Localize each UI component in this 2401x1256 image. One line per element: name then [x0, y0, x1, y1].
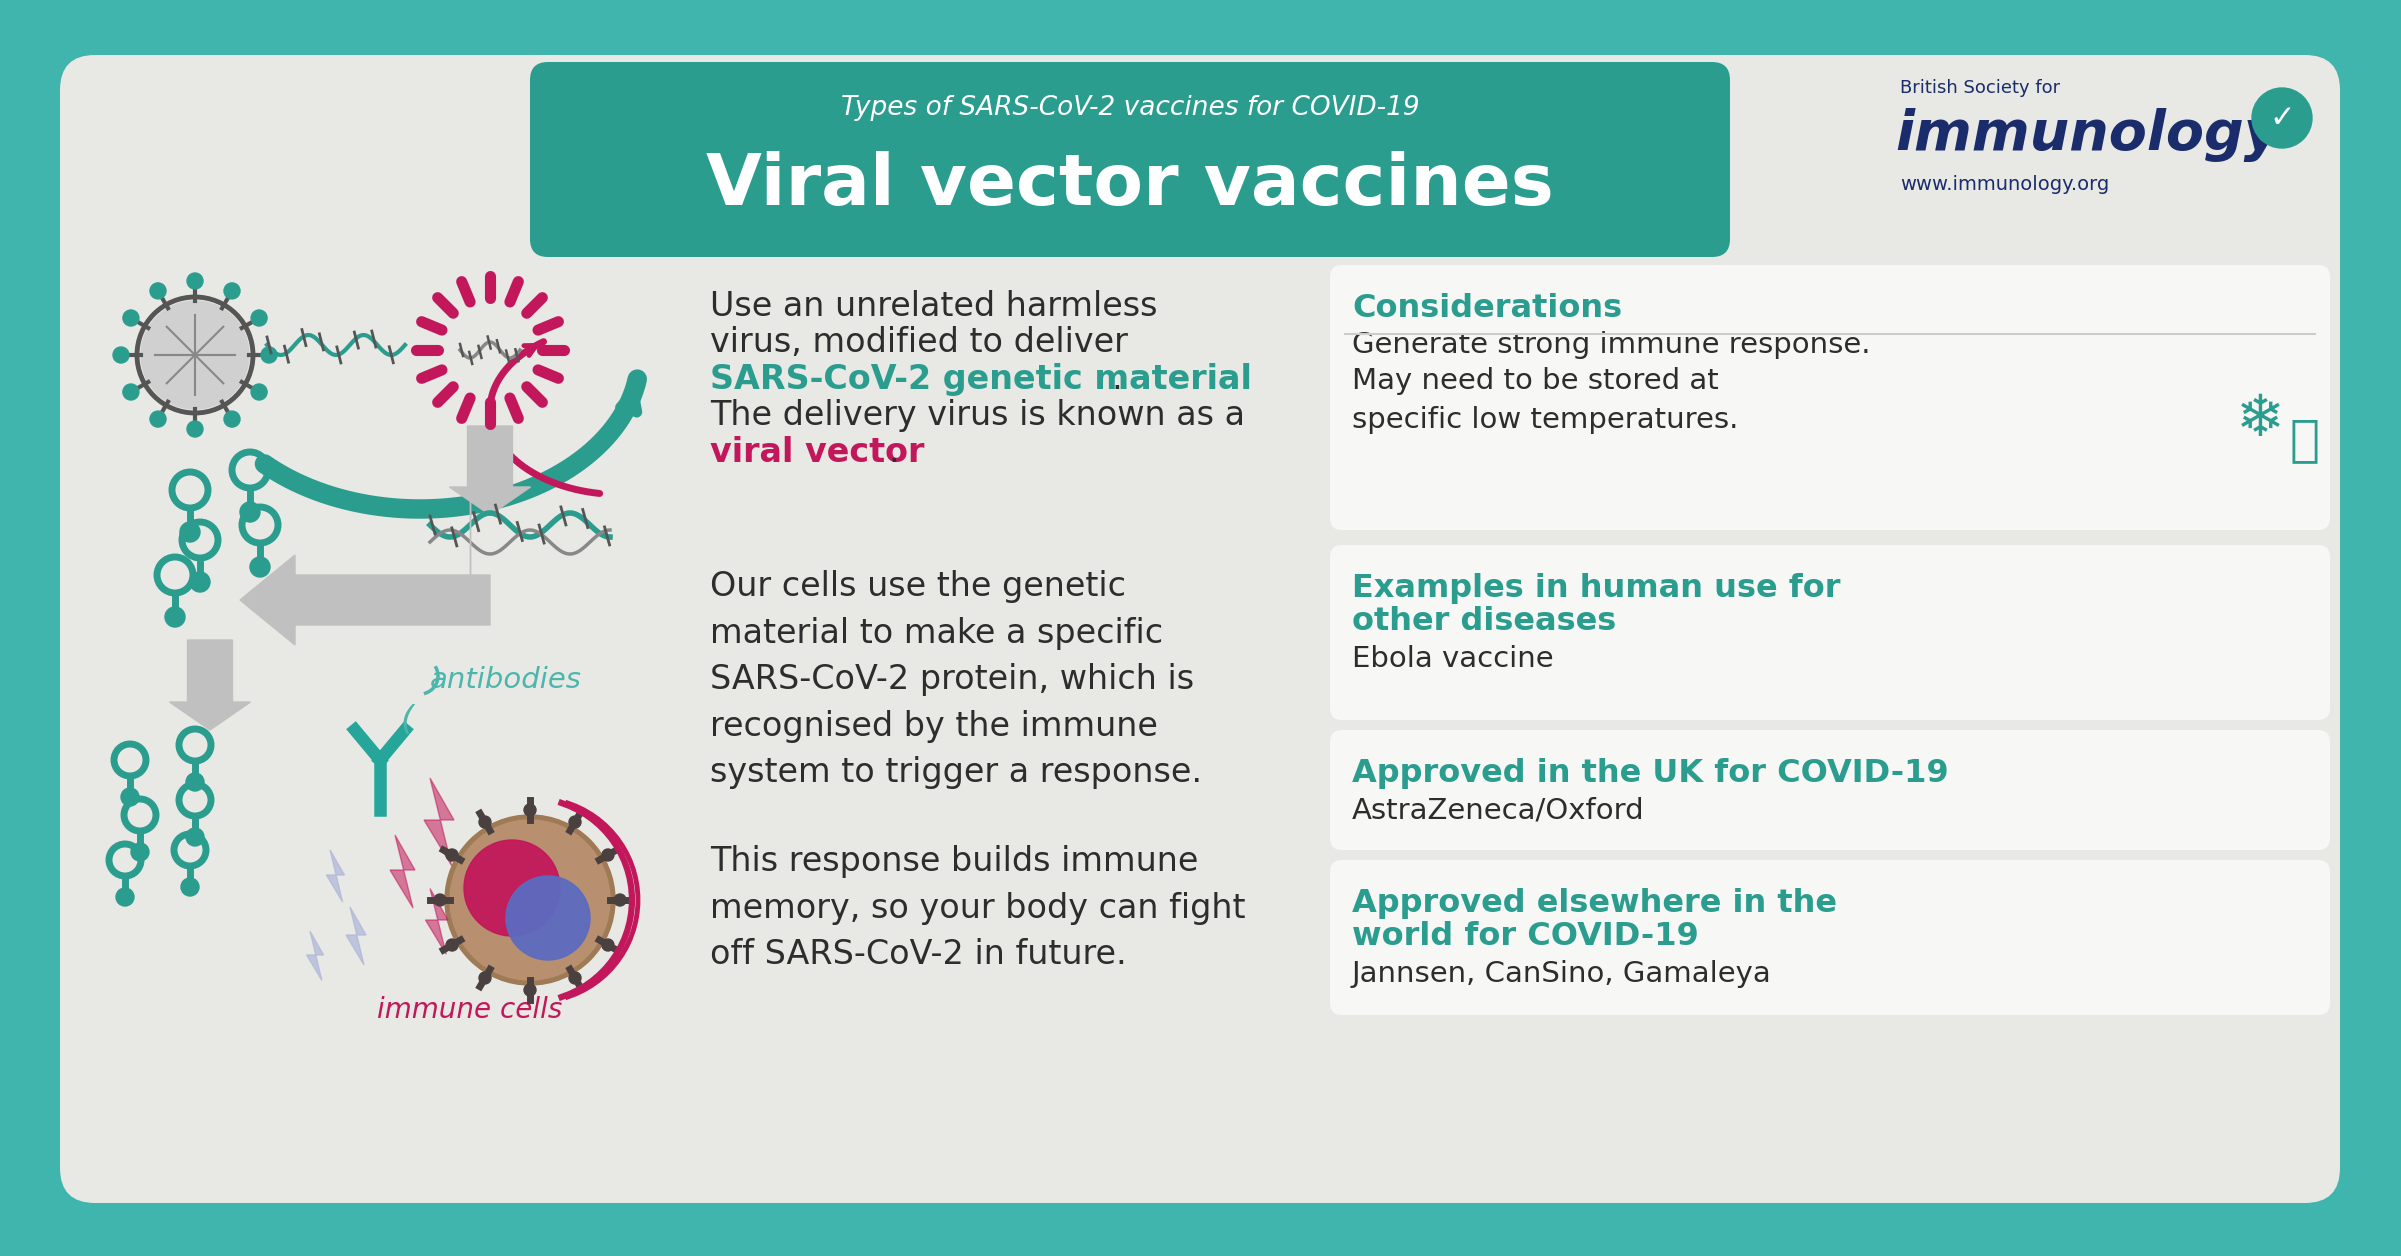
FancyBboxPatch shape	[1330, 545, 2329, 720]
Circle shape	[615, 894, 627, 906]
Polygon shape	[389, 835, 415, 908]
Circle shape	[223, 411, 240, 427]
Circle shape	[187, 421, 204, 437]
Text: Viral vector vaccines: Viral vector vaccines	[706, 151, 1553, 220]
Circle shape	[447, 849, 459, 862]
Circle shape	[569, 972, 581, 983]
Text: Jannsen, CanSino, Gamaleya: Jannsen, CanSino, Gamaleya	[1352, 960, 1772, 987]
Text: Examples in human use for: Examples in human use for	[1352, 573, 1842, 604]
Circle shape	[166, 607, 185, 627]
Text: immunology: immunology	[1894, 108, 2281, 162]
Circle shape	[122, 310, 139, 327]
Polygon shape	[327, 850, 343, 902]
Text: ✓: ✓	[2269, 103, 2295, 132]
Text: Our cells use the genetic
material to make a specific
SARS-CoV-2 protein, which : Our cells use the genetic material to ma…	[711, 570, 1203, 789]
Circle shape	[190, 571, 209, 592]
Text: May need to be stored at
specific low temperatures.: May need to be stored at specific low te…	[1352, 367, 1738, 433]
Text: Approved in the UK for COVID-19: Approved in the UK for COVID-19	[1352, 759, 1950, 789]
Polygon shape	[307, 931, 324, 981]
FancyBboxPatch shape	[1330, 860, 2329, 1015]
Text: SARS-CoV-2 genetic material: SARS-CoV-2 genetic material	[711, 363, 1251, 396]
Circle shape	[449, 820, 610, 980]
Circle shape	[507, 875, 591, 960]
Text: This response builds immune
memory, so your body can fight
off SARS-CoV-2 in fut: This response builds immune memory, so y…	[711, 845, 1246, 971]
Text: Use an unrelated harmless: Use an unrelated harmless	[711, 290, 1157, 323]
FancyArrow shape	[170, 641, 250, 730]
Circle shape	[523, 983, 535, 996]
Circle shape	[180, 878, 199, 896]
Circle shape	[603, 849, 615, 862]
Text: (: (	[401, 703, 413, 736]
Circle shape	[2252, 88, 2312, 148]
Text: AstraZeneca/Oxford: AstraZeneca/Oxford	[1352, 796, 1645, 824]
Polygon shape	[425, 777, 454, 865]
Text: antibodies: antibodies	[430, 666, 581, 695]
Circle shape	[447, 939, 459, 951]
Circle shape	[185, 772, 204, 791]
Circle shape	[120, 788, 139, 806]
Text: www.immunology.org: www.immunology.org	[1899, 176, 2108, 195]
Circle shape	[442, 301, 538, 398]
Circle shape	[252, 310, 267, 327]
Text: 🌡: 🌡	[2291, 416, 2319, 463]
Text: other diseases: other diseases	[1352, 607, 1616, 637]
Text: viral vector: viral vector	[711, 436, 924, 468]
Circle shape	[262, 347, 276, 363]
Text: Ebola vaccine: Ebola vaccine	[1352, 644, 1553, 673]
Polygon shape	[425, 888, 449, 955]
Circle shape	[435, 894, 447, 906]
Text: Considerations: Considerations	[1352, 293, 1623, 324]
Circle shape	[603, 939, 615, 951]
Text: ❄: ❄	[2235, 392, 2283, 448]
Text: virus, modified to deliver: virus, modified to deliver	[711, 327, 1128, 359]
Circle shape	[132, 843, 149, 862]
Circle shape	[180, 522, 199, 543]
Polygon shape	[346, 907, 365, 965]
Circle shape	[250, 556, 269, 577]
Text: The delivery virus is known as a: The delivery virus is known as a	[711, 399, 1246, 432]
Circle shape	[523, 804, 535, 816]
Text: .: .	[888, 436, 900, 468]
Text: world for COVID-19: world for COVID-19	[1352, 922, 1700, 952]
Circle shape	[142, 301, 250, 409]
Circle shape	[187, 273, 204, 289]
FancyBboxPatch shape	[1330, 730, 2329, 850]
Text: Generate strong immune response.: Generate strong immune response.	[1352, 332, 1870, 359]
Circle shape	[463, 840, 559, 936]
Text: immune cells: immune cells	[377, 996, 562, 1024]
Circle shape	[149, 411, 166, 427]
Text: British Society for: British Society for	[1899, 79, 2060, 97]
Circle shape	[122, 384, 139, 399]
Text: Types of SARS-CoV-2 vaccines for COVID-19: Types of SARS-CoV-2 vaccines for COVID-1…	[840, 95, 1419, 121]
Circle shape	[480, 972, 490, 983]
Circle shape	[240, 502, 259, 522]
FancyBboxPatch shape	[531, 62, 1731, 257]
Circle shape	[480, 816, 490, 828]
Circle shape	[185, 828, 204, 847]
Circle shape	[569, 816, 581, 828]
Circle shape	[149, 283, 166, 299]
FancyArrow shape	[449, 426, 531, 515]
FancyBboxPatch shape	[1330, 265, 2329, 530]
Circle shape	[223, 283, 240, 299]
Circle shape	[252, 384, 267, 399]
FancyBboxPatch shape	[60, 55, 2341, 1203]
FancyArrow shape	[240, 555, 490, 646]
Text: Approved elsewhere in the: Approved elsewhere in the	[1352, 888, 1837, 919]
Circle shape	[115, 888, 134, 906]
Text: .: .	[1112, 363, 1124, 396]
Circle shape	[113, 347, 130, 363]
Circle shape	[444, 815, 615, 985]
